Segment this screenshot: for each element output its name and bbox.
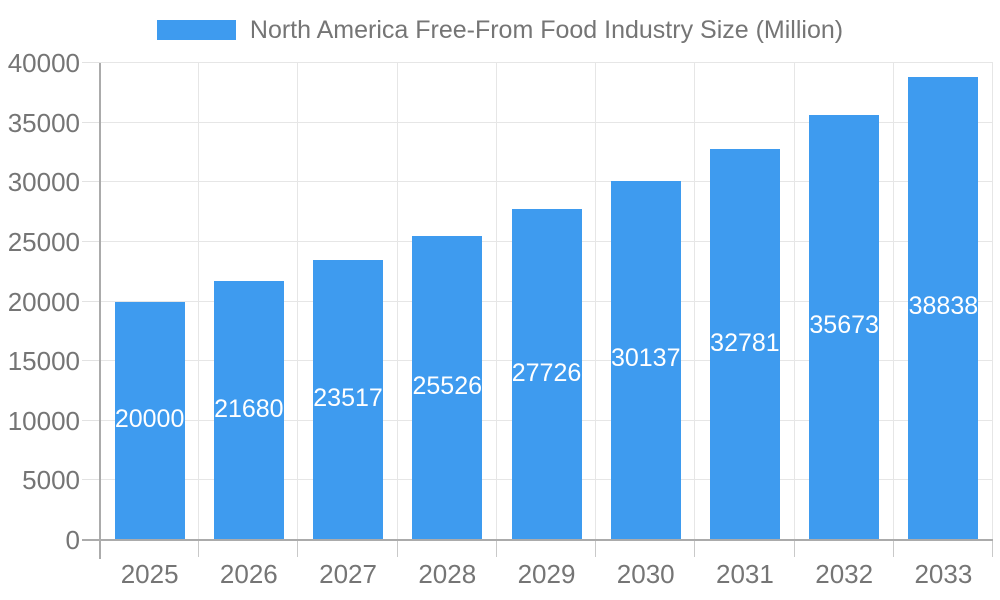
y-axis-tick <box>82 300 100 302</box>
bar <box>412 235 483 540</box>
x-gridline <box>396 63 398 540</box>
x-axis-label: 2025 <box>120 559 179 589</box>
y-axis-tick <box>82 419 100 421</box>
y-axis-tick <box>82 360 100 362</box>
x-gridline <box>793 63 795 540</box>
y-axis-label: 5000 <box>22 465 80 496</box>
x-gridline <box>992 63 993 540</box>
legend-label: North America Free-From Food Industry Si… <box>249 16 844 44</box>
x-axis-tick <box>892 540 894 557</box>
x-gridline <box>694 63 696 540</box>
bar-value-label: 32781 <box>710 328 780 357</box>
x-axis-label: 2027 <box>319 559 377 589</box>
x-axis-tick <box>495 540 497 557</box>
bar <box>709 149 780 540</box>
x-axis-line <box>82 539 993 541</box>
y-axis-label: 20000 <box>7 286 80 317</box>
y-gridline <box>100 181 993 183</box>
y-axis-tick <box>82 479 100 481</box>
x-axis-label: 2026 <box>219 559 278 589</box>
x-gridline <box>595 63 597 540</box>
x-axis-label: 2028 <box>418 559 477 589</box>
x-axis-tick <box>396 540 398 557</box>
bar <box>511 209 582 540</box>
x-axis-label: 2033 <box>914 559 973 589</box>
x-gridline <box>198 63 200 540</box>
x-axis-label: 2029 <box>517 559 576 589</box>
x-axis-tick <box>793 540 795 557</box>
x-gridline <box>892 63 894 540</box>
x-gridline <box>495 63 497 540</box>
bar <box>213 281 284 540</box>
y-axis-label: 0 <box>65 525 80 555</box>
y-axis-line <box>99 63 101 559</box>
y-gridline <box>100 62 993 63</box>
x-axis-label: 2032 <box>815 559 874 589</box>
bar-value-label: 25526 <box>412 371 483 400</box>
bar <box>114 301 185 540</box>
x-axis-tick <box>198 540 200 557</box>
bar-value-label: 23517 <box>313 383 383 412</box>
x-axis-tick <box>992 540 993 557</box>
x-axis-label: 2031 <box>716 559 774 589</box>
bar-value-label: 35673 <box>809 311 879 340</box>
y-axis-tick <box>82 240 100 242</box>
legend-swatch <box>156 20 236 40</box>
bar-value-label: 21680 <box>214 394 284 423</box>
y-axis-label: 15000 <box>7 346 80 377</box>
bar <box>809 114 880 540</box>
y-axis-tick <box>82 62 100 63</box>
bar-value-label: 30137 <box>610 344 681 373</box>
bar-value-label: 27726 <box>511 358 582 387</box>
x-axis-tick <box>297 540 299 557</box>
y-axis-label: 25000 <box>7 226 80 257</box>
y-axis-label: 30000 <box>7 167 80 198</box>
bar <box>610 180 681 540</box>
x-axis-tick <box>694 540 696 557</box>
legend: North America Free-From Food Industry Si… <box>0 16 1000 44</box>
x-axis-tick <box>595 540 597 557</box>
y-axis-tick <box>82 121 100 123</box>
bar <box>313 259 384 540</box>
x-gridline <box>297 63 299 540</box>
bar-value-label: 38838 <box>908 292 979 321</box>
bar-value-label: 20000 <box>114 404 185 433</box>
y-axis-tick <box>82 181 100 183</box>
bar <box>908 76 979 540</box>
y-axis-label: 10000 <box>7 405 80 436</box>
y-axis-label: 35000 <box>7 107 80 138</box>
y-axis-label: 40000 <box>7 48 80 78</box>
y-gridline <box>100 121 993 123</box>
x-axis-label: 2030 <box>616 559 675 589</box>
